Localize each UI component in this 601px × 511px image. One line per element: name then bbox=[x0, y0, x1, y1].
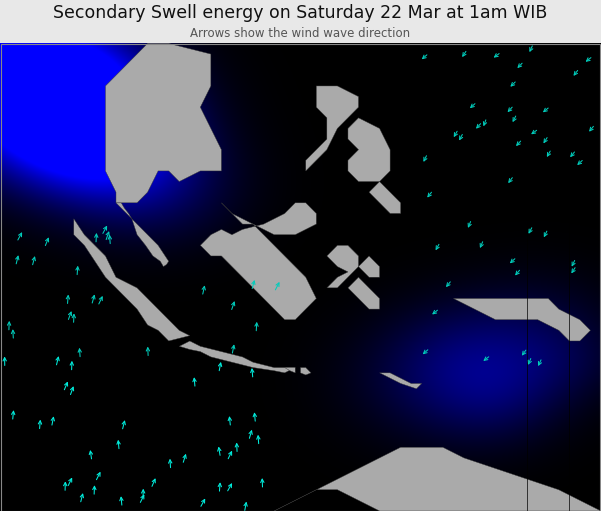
Polygon shape bbox=[348, 277, 380, 309]
Text: Secondary Swell energy on Saturday 22 Mar at 1am WIB: Secondary Swell energy on Saturday 22 Ma… bbox=[53, 4, 548, 22]
Polygon shape bbox=[306, 86, 358, 171]
Polygon shape bbox=[105, 43, 221, 203]
Polygon shape bbox=[300, 367, 311, 375]
Polygon shape bbox=[179, 341, 295, 373]
Polygon shape bbox=[327, 245, 358, 288]
Polygon shape bbox=[453, 298, 590, 341]
Polygon shape bbox=[348, 118, 390, 181]
Text: Arrows show the wind wave direction: Arrows show the wind wave direction bbox=[191, 28, 410, 40]
Polygon shape bbox=[74, 219, 190, 341]
Polygon shape bbox=[358, 256, 380, 277]
Polygon shape bbox=[285, 367, 295, 373]
Polygon shape bbox=[369, 181, 401, 214]
Polygon shape bbox=[116, 203, 169, 267]
Polygon shape bbox=[200, 203, 316, 320]
Polygon shape bbox=[380, 373, 422, 389]
Polygon shape bbox=[274, 447, 601, 511]
